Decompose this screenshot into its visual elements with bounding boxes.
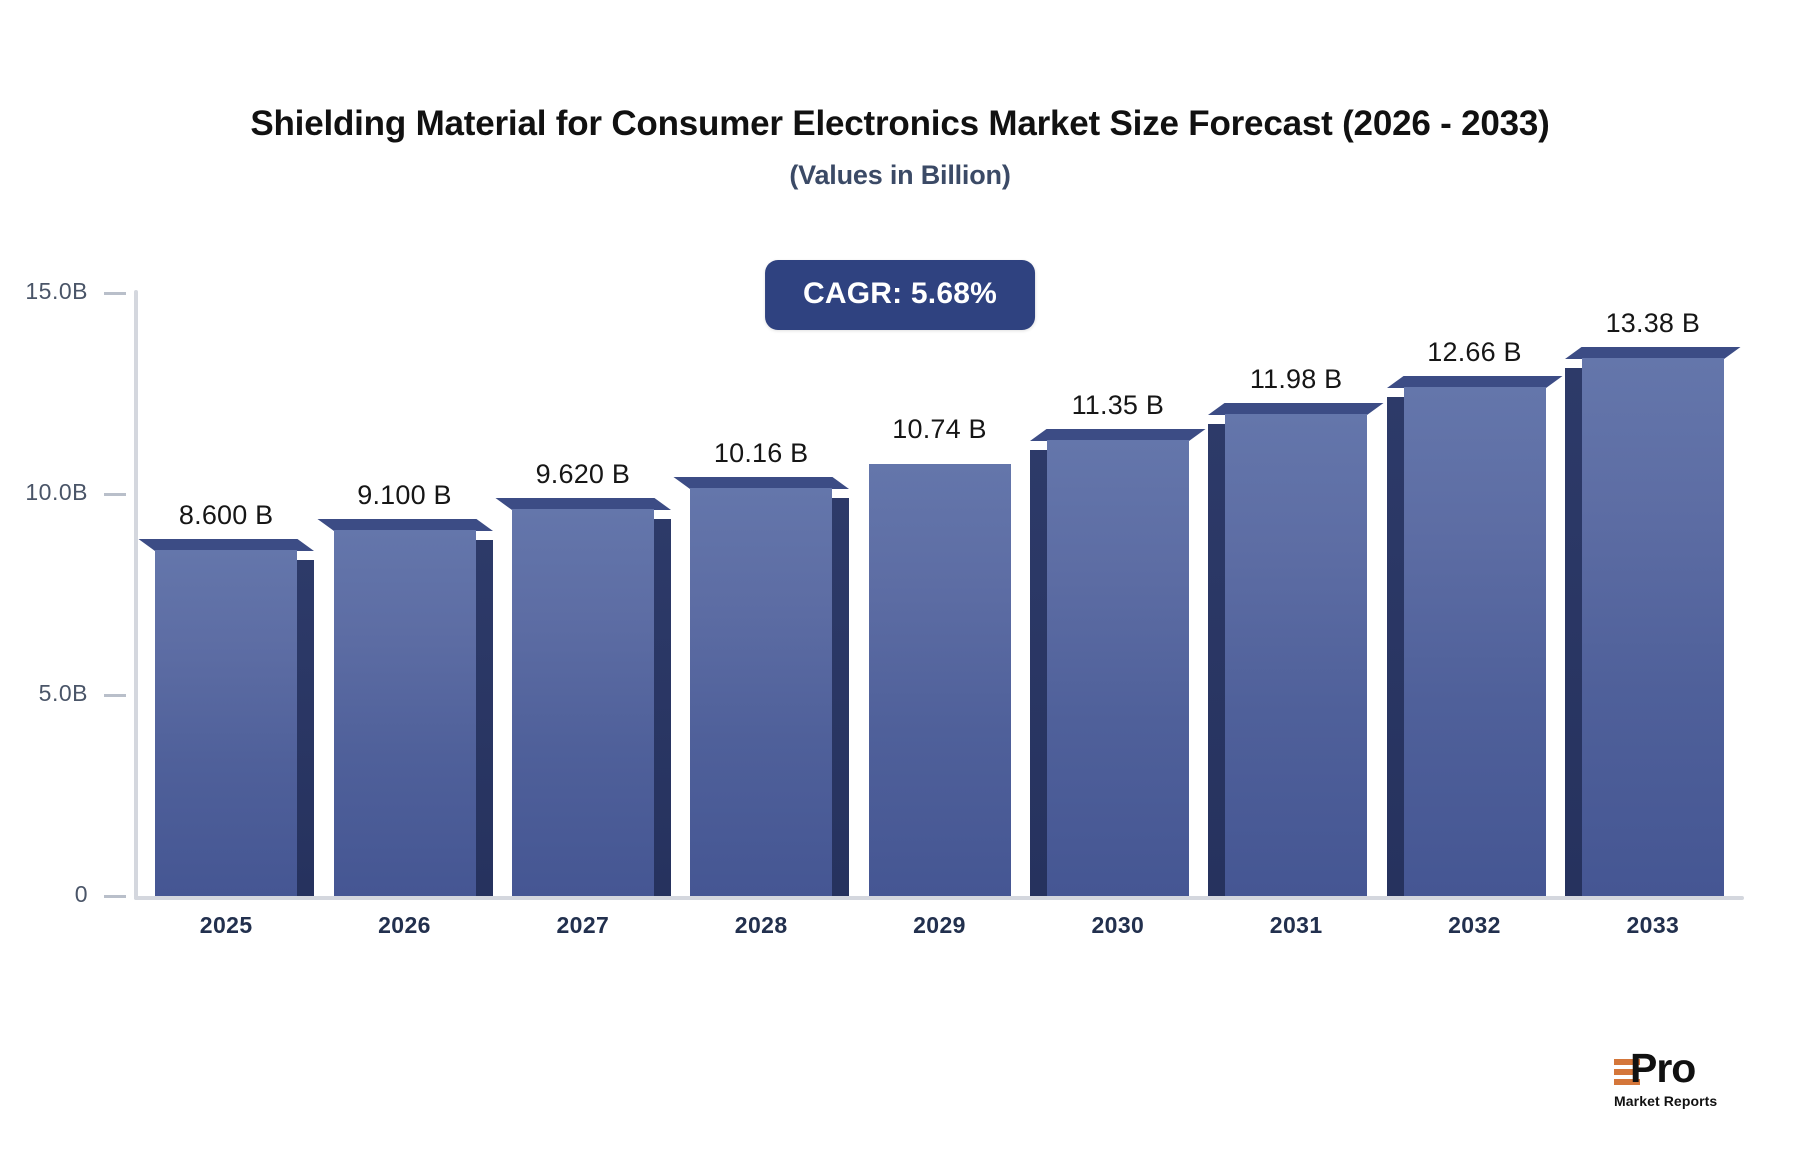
- y-axis-tick-label: 10.0B: [25, 479, 88, 505]
- bar: 12.66 B: [1386, 337, 1563, 896]
- y-axis-tick-mark: [104, 694, 126, 697]
- y-axis-tick-label: 15.0B: [25, 278, 88, 304]
- x-axis-tick-label: 2028: [734, 912, 788, 938]
- bar-value-label: 10.74 B: [892, 414, 987, 445]
- bar-side-face: [475, 540, 493, 896]
- bar-value-label: 9.100 B: [357, 480, 452, 511]
- x-axis-tick-label: 2031: [1269, 912, 1323, 938]
- logo-name: Pro: [1630, 1045, 1696, 1091]
- bar-front-face: [1403, 387, 1546, 896]
- y-axis-line: [134, 290, 138, 900]
- bar-value-label: 8.600 B: [178, 500, 274, 531]
- bar-value-label: 12.66 B: [1427, 337, 1522, 368]
- bar-side-face: [1208, 424, 1226, 896]
- title-block: Shielding Material for Consumer Electron…: [0, 104, 1800, 191]
- chart-subtitle: (Values in Billion): [789, 160, 1011, 191]
- x-axis-tick-label: 2026: [378, 912, 431, 938]
- bar-side-face: [832, 497, 850, 896]
- x-axis-tick-label: 2030: [1091, 912, 1145, 938]
- bar: 11.98 B: [1208, 364, 1384, 896]
- logo-mark: Pro: [1614, 1048, 1744, 1092]
- bar-front-face: [1581, 358, 1724, 896]
- bar-side-face: [1564, 368, 1582, 896]
- bar-value-label: 9.620 B: [535, 459, 631, 490]
- bar: 10.16 B: [673, 438, 850, 896]
- bar-front-face: [868, 464, 1011, 896]
- bar-front-face: [511, 509, 654, 896]
- bar-side-face: [1386, 397, 1404, 896]
- y-axis-tick-label: 0: [74, 881, 88, 907]
- bar-front-face: [1225, 414, 1368, 896]
- bar: 10.74 B: [868, 414, 1011, 896]
- bar-front-face: [155, 550, 298, 896]
- x-axis-tick-label: 2027: [556, 912, 610, 938]
- bar: 13.38 B: [1564, 308, 1741, 896]
- bar-value-label: 11.98 B: [1249, 364, 1343, 395]
- y-axis-tick-mark: [104, 292, 126, 295]
- bar: 9.620 B: [495, 459, 671, 896]
- bar-side-face: [1029, 449, 1047, 896]
- logo-tagline: Market Reports: [1614, 1093, 1718, 1109]
- bar-value-label: 10.16 B: [713, 437, 809, 468]
- x-axis-tick-label: 2025: [199, 912, 253, 938]
- bar: 9.100 B: [316, 480, 493, 896]
- bar-value-label: 11.35 B: [1071, 389, 1165, 420]
- logo: Pro Market Reports: [1614, 1048, 1744, 1114]
- bar-front-face: [333, 530, 476, 896]
- bar-front-face: [1046, 439, 1189, 896]
- bar-side-face: [653, 519, 671, 896]
- bar: 8.600 B: [138, 500, 315, 896]
- bar-front-face: [690, 487, 833, 896]
- x-axis-tick-label: 2029: [913, 912, 966, 938]
- x-axis-tick-label: 2033: [1626, 912, 1680, 938]
- cagr-badge: CAGR: 5.68%: [765, 260, 1035, 330]
- logo-bars-icon: [1614, 1059, 1640, 1085]
- x-axis-line: [134, 896, 1744, 900]
- chart-title: Shielding Material for Consumer Electron…: [250, 104, 1550, 143]
- y-axis-tick-label: 5.0B: [38, 680, 88, 706]
- y-axis-tick-mark: [104, 493, 126, 496]
- x-axis-tick-label: 2032: [1448, 912, 1501, 938]
- y-axis-tick-mark: [104, 895, 126, 898]
- bar-side-face: [297, 560, 315, 896]
- bar-value-label: 13.38 B: [1605, 308, 1701, 339]
- bar: 11.35 B: [1029, 390, 1206, 896]
